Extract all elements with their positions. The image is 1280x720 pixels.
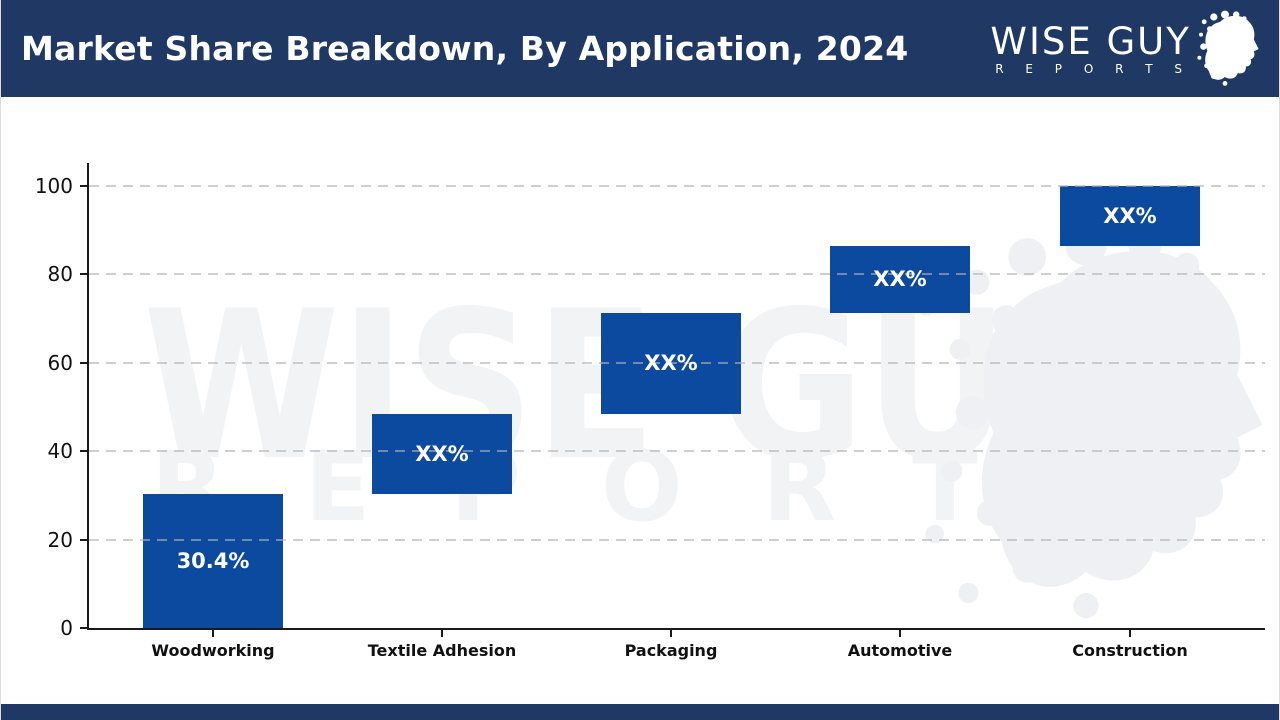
- x-tick-0: [212, 630, 214, 637]
- bar-textile-adhesion: [372, 414, 512, 494]
- x-tick-3: [899, 630, 901, 637]
- chart-title: Market Share Breakdown, By Application, …: [21, 29, 909, 68]
- bar-value-label: XX%: [873, 267, 927, 292]
- x-category-label: Textile Adhesion: [367, 641, 517, 660]
- gridline-40: [89, 450, 1265, 453]
- bar-automotive: [830, 246, 970, 313]
- y-tick-20: [80, 538, 88, 541]
- brand-face-icon: [1197, 10, 1259, 86]
- y-tick-label-40: 40: [47, 439, 73, 464]
- x-category-label: Construction: [1072, 641, 1188, 660]
- brand-logo: WISE GUY R E P O R T S: [990, 9, 1265, 89]
- bar-woodworking: [143, 493, 283, 628]
- bar-value-label: XX%: [644, 351, 698, 376]
- y-tick-label-80: 80: [47, 262, 73, 287]
- bar-value-label: XX%: [1103, 204, 1157, 229]
- bar-value-label: XX%: [415, 441, 469, 466]
- y-tick-40: [80, 450, 88, 453]
- brand-subtitle: R E P O R T S: [995, 61, 1191, 76]
- brand-name: WISE GUY: [990, 19, 1191, 63]
- footer-band: [1, 704, 1279, 720]
- y-tick-label-60: 60: [47, 350, 73, 375]
- header-band: Market Share Breakdown, By Application, …: [1, 0, 1279, 97]
- x-category-label: Packaging: [624, 641, 718, 660]
- x-tick-1: [441, 630, 443, 637]
- y-tick-label-100: 100: [34, 174, 73, 198]
- y-tick-80: [80, 273, 88, 276]
- x-tick-2: [670, 630, 672, 637]
- gridline-80: [89, 273, 1265, 276]
- x-axis-line: [87, 628, 1265, 630]
- y-axis-line: [87, 163, 89, 630]
- x-tick-4: [1129, 630, 1131, 637]
- brand-logo-text: WISE GUY R E P O R T S: [990, 23, 1191, 75]
- y-tick-label-0: 0: [60, 616, 73, 640]
- x-category-label: Automotive: [847, 641, 953, 660]
- y-tick-0: [80, 627, 88, 629]
- gridline-100: [89, 185, 1265, 187]
- y-tick-label-20: 20: [47, 527, 73, 552]
- y-tick-60: [80, 361, 88, 364]
- gridline-60: [89, 361, 1265, 364]
- x-category-label: Woodworking: [151, 641, 275, 660]
- gridline-20: [89, 538, 1265, 541]
- y-tick-100: [80, 185, 88, 187]
- bar-value-label: 30.4%: [176, 548, 250, 573]
